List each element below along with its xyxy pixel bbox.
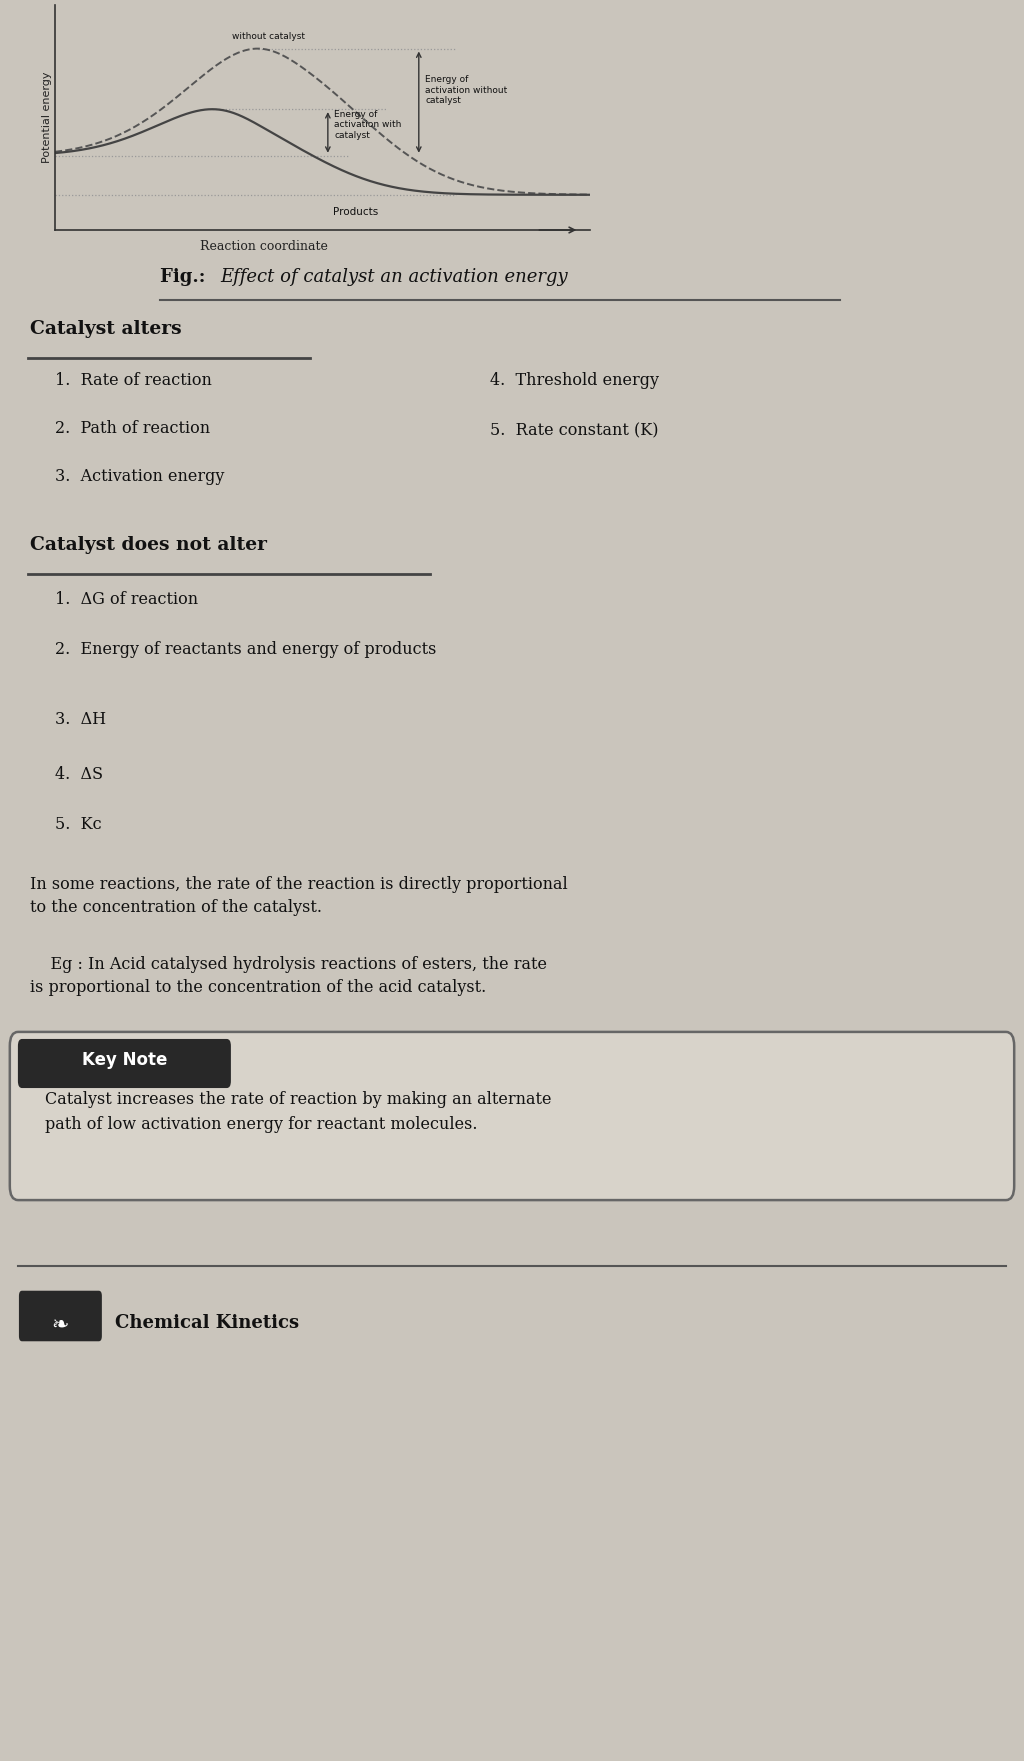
Text: 3.  Activation energy: 3. Activation energy [55,468,224,484]
Text: Chemical Kinetics: Chemical Kinetics [115,1314,299,1331]
Text: 2.  Path of reaction: 2. Path of reaction [55,421,210,437]
Text: Reaction coordinate: Reaction coordinate [200,239,328,254]
Text: 1.  Rate of reaction: 1. Rate of reaction [55,372,212,389]
Y-axis label: Potential energy: Potential energy [42,72,52,164]
Text: Eg : In Acid catalysed hydrolysis reactions of esters, the rate
is proportional : Eg : In Acid catalysed hydrolysis reacti… [30,956,547,997]
Text: Energy of
activation without
catalyst: Energy of activation without catalyst [425,76,508,106]
Text: 1.  ΔG of reaction: 1. ΔG of reaction [55,592,198,608]
Text: Key Note: Key Note [82,1051,168,1069]
Text: 5.  Kᴄ: 5. Kᴄ [55,815,101,833]
Text: Energy of
activation with
catalyst: Energy of activation with catalyst [334,109,401,139]
Text: Products: Products [333,206,379,217]
Text: 5.  Rate constant (K): 5. Rate constant (K) [490,423,658,438]
Text: Fig.:: Fig.: [160,268,212,285]
Text: without catalyst: without catalyst [232,32,305,41]
Text: 4.  ΔS: 4. ΔS [55,766,103,784]
Text: 3.  ΔH: 3. ΔH [55,711,106,727]
Text: ❧: ❧ [51,1315,69,1337]
Text: Effect of catalyst an activation energy: Effect of catalyst an activation energy [220,268,567,285]
Text: Catalyst increases the rate of reaction by making an alternate
path of low activ: Catalyst increases the rate of reaction … [45,1092,552,1132]
Text: Catalyst alters: Catalyst alters [30,321,181,338]
Text: In some reactions, the rate of the reaction is directly proportional
to the conc: In some reactions, the rate of the react… [30,875,567,916]
Text: 2.  Energy of reactants and energy of products: 2. Energy of reactants and energy of pro… [55,641,436,659]
Text: Catalyst does not alter: Catalyst does not alter [30,535,267,555]
Text: 4.  Threshold energy: 4. Threshold energy [490,372,659,389]
